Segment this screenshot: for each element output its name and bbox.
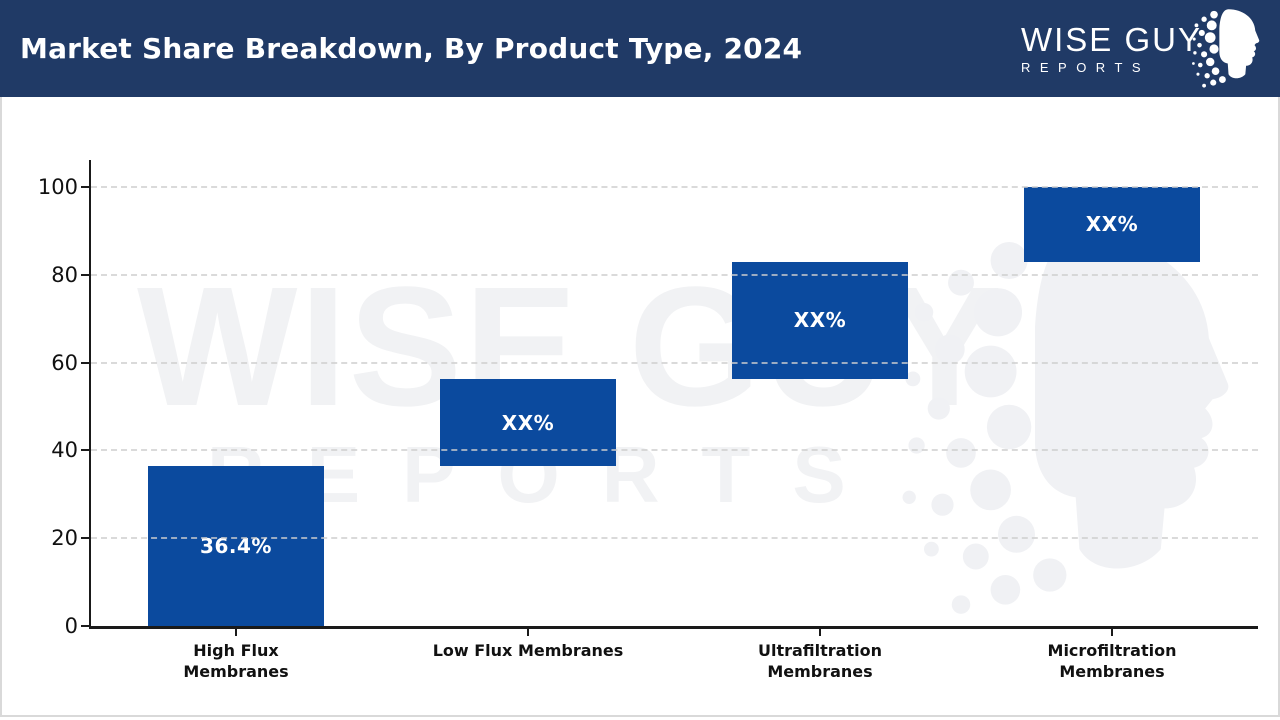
x-axis-tick-mark [527,629,529,636]
x-axis-tick-mark [235,629,237,636]
y-axis-tick-label: 20 [51,526,78,551]
bar: XX% [440,378,616,467]
y-axis-tick-label: 80 [51,262,78,287]
gridline [91,273,1258,276]
category-label: Ultrafiltration Membranes [757,641,882,682]
x-axis-line [89,626,1258,629]
bar-value-label: XX% [793,308,847,333]
y-axis-tick-label: 0 [64,614,78,638]
y-axis-tick-mark [81,449,90,452]
gridline [91,186,1258,188]
plot-area: 0 20 40 60 80 100 36.4% High Flux Membranes XX% L… [2,97,1278,715]
brand-name-text: WISE GUY [1020,20,1202,58]
category-label: High Flux Membranes [183,641,289,682]
y-axis-tick-label: 60 [51,350,78,375]
bar: XX% [1024,187,1200,262]
x-axis-tick-mark [819,629,821,636]
category-label: Low Flux Membranes [432,641,624,660]
header-banner: Market Share Breakdown, By Product Type,… [0,0,1280,97]
y-axis-tick-mark [81,186,90,188]
brand-head-profile-icon [1192,8,1260,88]
brand-logo: WISE GUY REPORTS [1021,7,1280,91]
bar-value-label: XX% [1085,212,1139,237]
page-title: Market Share Breakdown, By Product Type,… [20,32,803,65]
bar: XX% [732,261,908,379]
bar-value-label: XX% [501,410,555,435]
y-axis-line [89,160,91,629]
y-axis-tick-mark [81,273,90,276]
y-axis-tick-mark [81,361,90,364]
y-axis-tick-label: 100 [37,175,78,199]
y-axis-tick-label: 40 [51,438,78,463]
chart-canvas: WISE GUY REPORTS 0 20 40 60 80 100 36.4% High F [0,97,1280,717]
y-axis-tick-mark [81,537,90,540]
gridline [91,361,1258,364]
y-axis-tick-mark [81,625,90,627]
gridline [91,449,1258,452]
gridline [91,537,1258,540]
bar: 36.4% [148,466,324,626]
category-label: Microfiltration Membranes [1047,641,1177,682]
x-axis-tick-mark [1111,629,1113,636]
brand-subtitle-text: REPORTS [1020,59,1151,75]
